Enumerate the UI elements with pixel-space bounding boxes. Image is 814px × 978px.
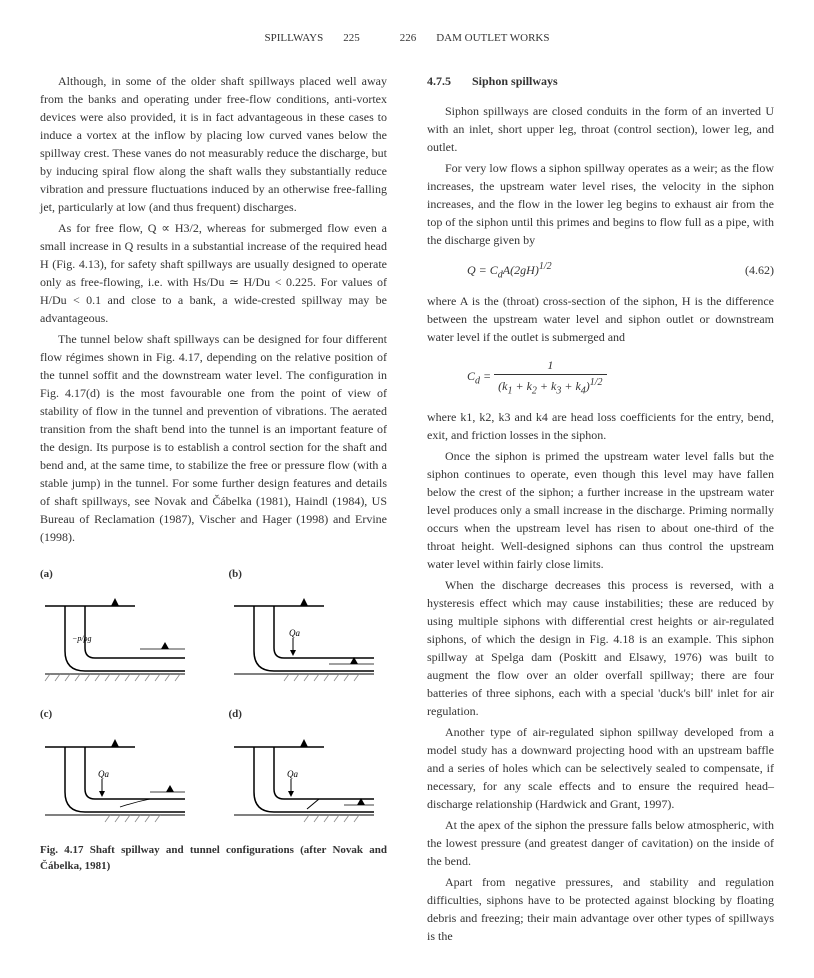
fig-label-c: (c): [40, 706, 199, 723]
svg-text:−p/ρg: −p/ρg: [72, 634, 91, 643]
para-r4: where k1, k2, k3 and k4 are head loss co…: [427, 408, 774, 444]
para-r3: where A is the (throat) cross-section of…: [427, 292, 774, 346]
running-header: SPILLWAYS 225 226 DAM OUTLET WORKS: [40, 30, 774, 47]
fig-d-diagram: Qa: [229, 727, 379, 827]
header-right-title: DAM OUTLET WORKS: [436, 30, 549, 47]
fig-label-d: (d): [229, 706, 388, 723]
para-r2: For very low flows a siphon spillway ope…: [427, 159, 774, 249]
section-4-7-5-heading: 4.7.5 Siphon spillways: [427, 72, 774, 90]
fig-b-diagram: Qa: [229, 586, 379, 686]
svg-text:Qa: Qa: [287, 769, 298, 779]
svg-text:Qa: Qa: [98, 769, 109, 779]
figure-4-17: (a): [40, 566, 387, 827]
header-left-title: SPILLWAYS: [265, 30, 324, 47]
eq-4-62-number: (4.62): [745, 261, 774, 279]
equation-cd: Cd = 1 (k1 + k2 + k3 + k4)1/2: [467, 356, 774, 398]
fig-4-17-caption: Fig. 4.17 Shaft spillway and tunnel conf…: [40, 842, 387, 875]
para-l1: Although, in some of the older shaft spi…: [40, 72, 387, 216]
section-title: Siphon spillways: [472, 72, 558, 90]
eq-4-62-body: Q = CdA(2gH)1/2: [467, 259, 552, 282]
para-l3: The tunnel below shaft spillways can be …: [40, 330, 387, 546]
para-l2: As for free flow, Q ∝ H3/2, whereas for …: [40, 219, 387, 327]
header-right-page: 226: [400, 30, 417, 47]
para-r8: At the apex of the siphon the pressure f…: [427, 816, 774, 870]
fig-label-b: (b): [229, 566, 388, 583]
equation-4-62: Q = CdA(2gH)1/2 (4.62): [467, 259, 774, 282]
para-r1: Siphon spillways are closed conduits in …: [427, 102, 774, 156]
para-r6: When the discharge decreases this proces…: [427, 576, 774, 720]
section-number: 4.7.5: [427, 72, 462, 90]
para-r9: Apart from negative pressures, and stabi…: [427, 873, 774, 945]
eq-cd-body: Cd = 1 (k1 + k2 + k3 + k4)1/2: [467, 356, 607, 398]
left-column: Although, in some of the older shaft spi…: [40, 72, 387, 949]
para-r5: Once the siphon is primed the upstream w…: [427, 447, 774, 573]
para-r7: Another type of air-regulated siphon spi…: [427, 723, 774, 813]
header-left-page: 225: [343, 30, 360, 47]
fig-label-a: (a): [40, 566, 199, 583]
fig-a-diagram: −p/ρg: [40, 586, 190, 686]
right-column: 4.7.5 Siphon spillways Siphon spillways …: [427, 72, 774, 949]
svg-text:Qa: Qa: [289, 628, 300, 638]
fig-c-diagram: Qa: [40, 727, 190, 827]
